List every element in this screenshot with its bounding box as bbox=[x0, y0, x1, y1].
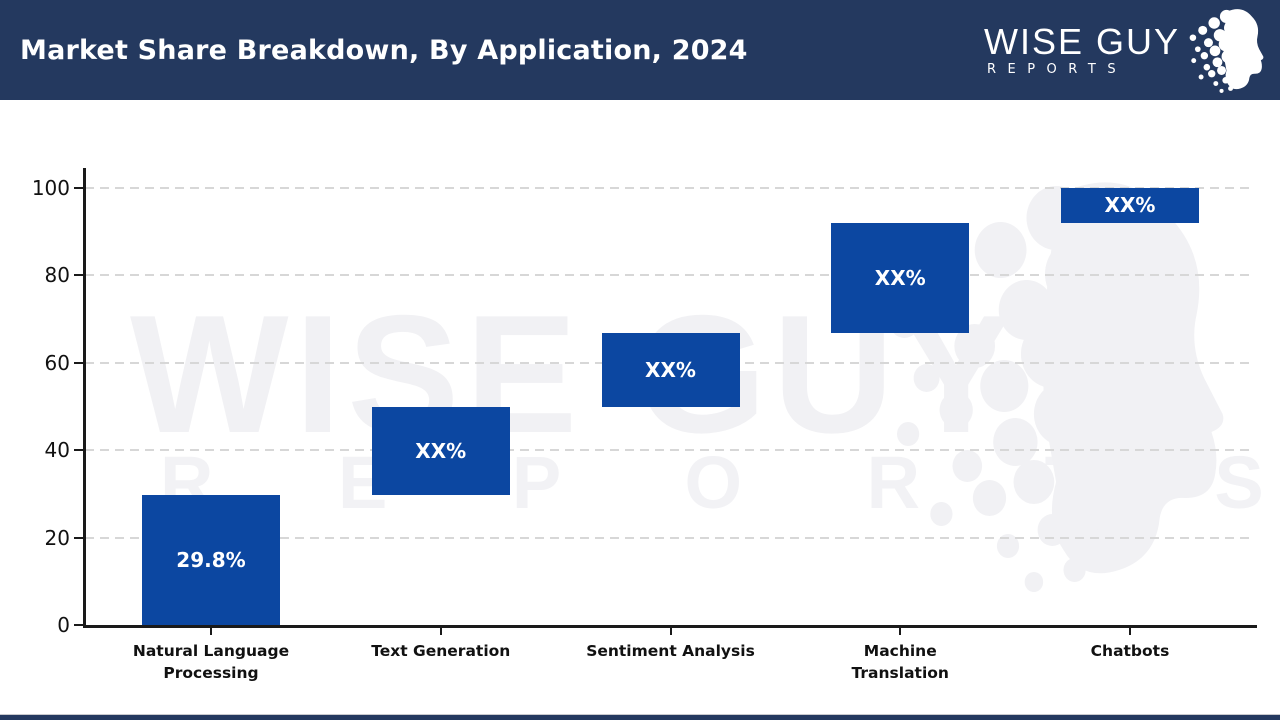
brand-wordmark: WISE GUY REPORTS bbox=[983, 20, 1180, 78]
x-tick-mark bbox=[210, 628, 212, 635]
x-tick-mark bbox=[439, 628, 442, 635]
category-label: Natural Language Processing bbox=[132, 642, 290, 682]
brand-wordmark-line1: WISE GUY bbox=[983, 20, 1180, 62]
gridline-40 bbox=[85, 449, 1255, 451]
y-tick-label: 100 bbox=[31, 175, 70, 200]
y-tick-mark bbox=[74, 536, 83, 539]
x-tick-mark bbox=[899, 628, 902, 635]
category-label: Text Generation bbox=[371, 642, 511, 660]
bar-value-label: XX% bbox=[645, 357, 696, 382]
y-tick-label: 0 bbox=[57, 613, 70, 637]
y-tick-mark bbox=[74, 274, 83, 276]
chart-area: WISE GUY R E P O R T S 0 20 40 60 80 100 29.8%… bbox=[0, 100, 1280, 714]
bar bbox=[371, 407, 510, 495]
dotted-face-profile-icon bbox=[1189, 9, 1264, 93]
y-tick-label: 80 bbox=[44, 263, 70, 287]
y-axis bbox=[83, 168, 86, 627]
bar-value-label: XX% bbox=[874, 265, 926, 290]
bar-value-label: XX% bbox=[1104, 193, 1156, 218]
bar bbox=[1061, 187, 1199, 223]
y-tick-label: 40 bbox=[44, 438, 70, 462]
category-label: Sentiment Analysis bbox=[586, 642, 755, 660]
category-label: Chatbots bbox=[1090, 642, 1170, 660]
x-axis bbox=[83, 625, 1257, 628]
bar-value-label: 29.8% bbox=[176, 547, 246, 572]
header: Market Share Breakdown, By Application, … bbox=[0, 0, 1280, 100]
footer-divider bbox=[0, 714, 1280, 715]
footer-bar bbox=[0, 715, 1280, 720]
y-tick-mark bbox=[74, 624, 83, 626]
y-tick-mark bbox=[74, 361, 83, 364]
gridline-20 bbox=[85, 536, 1255, 539]
x-tick-mark bbox=[669, 628, 672, 635]
page-title: Market Share Breakdown, By Application, … bbox=[20, 34, 748, 66]
bar-value-label: XX% bbox=[415, 438, 467, 463]
category-label: Machine Translation bbox=[851, 642, 949, 682]
x-tick-mark bbox=[1129, 628, 1131, 635]
y-tick-label: 20 bbox=[44, 525, 70, 550]
brand-logo: WISE GUY REPORTS bbox=[984, 5, 1266, 95]
y-tick-mark bbox=[74, 186, 83, 189]
gridline-80 bbox=[85, 274, 1255, 276]
brand-wordmark-line2: REPORTS bbox=[986, 62, 1128, 78]
y-tick-label: 60 bbox=[44, 350, 70, 375]
bar bbox=[601, 332, 740, 408]
bar bbox=[142, 494, 280, 625]
gridline-100 bbox=[85, 186, 1255, 189]
bar bbox=[831, 222, 970, 333]
y-tick-mark bbox=[74, 449, 83, 451]
